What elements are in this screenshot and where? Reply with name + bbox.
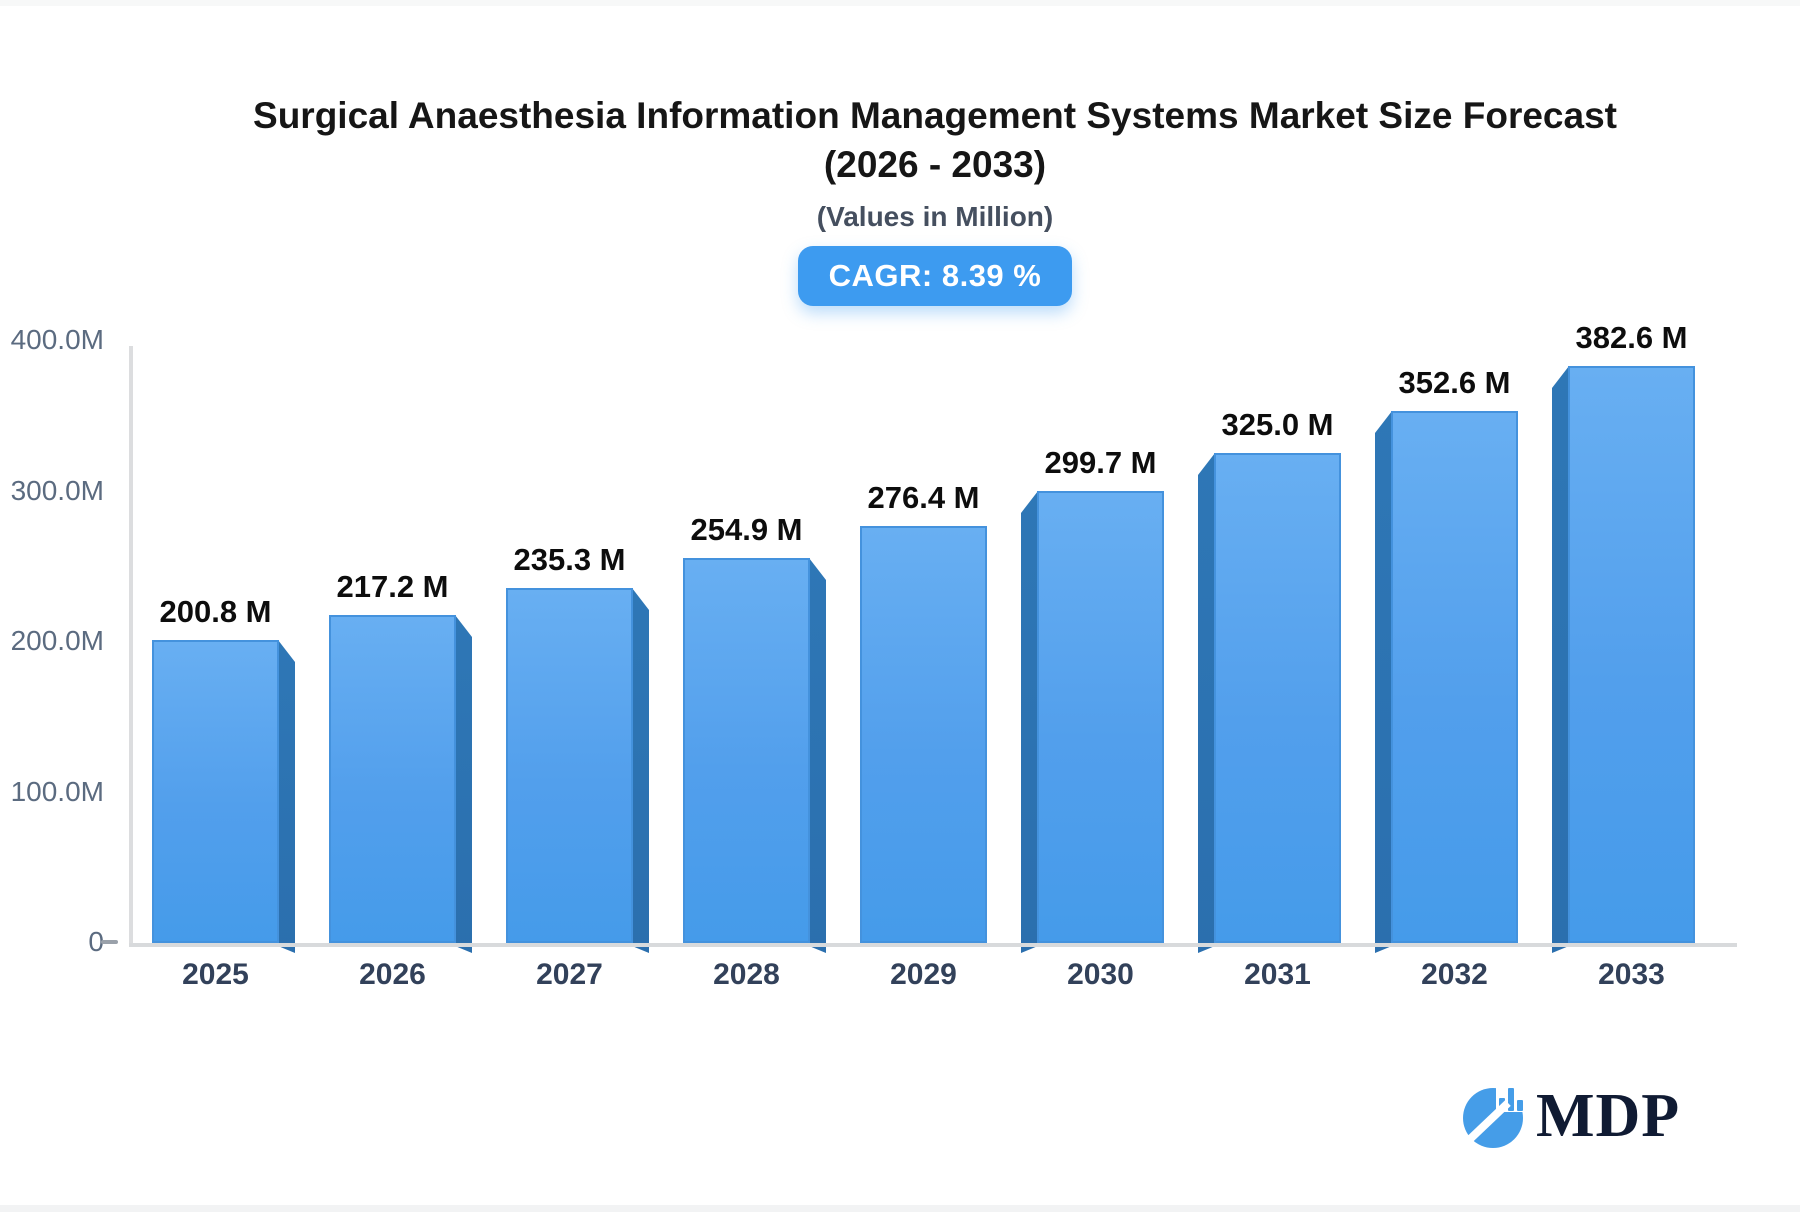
mdp-logo: MDP: [1462, 1082, 1680, 1150]
bar-value-label: 352.6 M: [1398, 365, 1511, 400]
chart-header: Surgical Anaesthesia Information Managem…: [130, 94, 1740, 306]
bar-value-label: 325.0 M: [1221, 407, 1334, 442]
y-tick-label: 100.0M: [10, 775, 104, 807]
bar-value-label: 254.9 M: [690, 512, 803, 547]
bar-side-face: [632, 588, 649, 953]
bar-value-label: 200.8 M: [159, 594, 272, 629]
bar-side-face: [278, 640, 295, 953]
mdp-logo-mark-icon: [1463, 1082, 1528, 1148]
bar-value-label: 217.2 M: [336, 569, 449, 604]
chart-subtitle: (Values in Million): [816, 201, 1054, 232]
x-axis-line: [129, 943, 1737, 947]
y-axis-zero-tick: [101, 940, 118, 944]
bar[interactable]: [1391, 411, 1518, 943]
bar[interactable]: [1214, 453, 1341, 943]
bar-value-label: 299.7 M: [1044, 445, 1157, 480]
bar-side-face: [455, 615, 472, 953]
bar-side-face: [1375, 411, 1392, 953]
bar[interactable]: [506, 588, 633, 943]
top-edge-strip: [0, 0, 1800, 6]
x-tick-label: 2027: [536, 958, 603, 991]
bar[interactable]: [860, 526, 987, 943]
bar[interactable]: [1568, 366, 1695, 943]
x-tick-label: 2032: [1421, 958, 1488, 991]
x-tick-label: 2031: [1244, 958, 1311, 991]
y-tick-label: 300.0M: [10, 474, 104, 506]
y-tick-label: 200.0M: [10, 625, 104, 656]
cagr-badge: CAGR: 8.39 %: [797, 246, 1073, 306]
bar[interactable]: [1037, 491, 1164, 943]
bar-side-face: [1021, 491, 1038, 953]
y-axis-line: [129, 346, 133, 947]
y-tick-label: 400.0M: [10, 324, 104, 355]
x-tick-label: 2029: [890, 958, 957, 991]
bar-side-face: [1552, 366, 1569, 953]
bar[interactable]: [683, 558, 810, 943]
cagr-badge-row: CAGR: 8.39 %: [130, 246, 1740, 306]
bar-value-label: 235.3 M: [513, 542, 626, 577]
x-tick-label: 2030: [1067, 958, 1134, 991]
bar[interactable]: [329, 615, 456, 943]
chart-title-line2: (2026 - 2033): [823, 144, 1047, 185]
bar-value-label: 276.4 M: [867, 480, 980, 515]
x-tick-label: 2033: [1598, 958, 1665, 991]
mdp-logo-text: MDP: [1536, 1082, 1681, 1150]
y-tick-label: 0: [88, 926, 104, 957]
x-tick-label: 2026: [359, 958, 426, 991]
x-tick-label: 2028: [713, 958, 780, 991]
bar-side-face: [1198, 453, 1215, 953]
x-tick-label: 2025: [182, 958, 249, 991]
bar[interactable]: [152, 640, 279, 943]
bar-side-face: [809, 558, 826, 953]
chart-title-line1: Surgical Anaesthesia Information Managem…: [253, 95, 1617, 136]
bar-value-label: 382.6 M: [1575, 320, 1688, 355]
bottom-edge-strip: [0, 1205, 1800, 1212]
